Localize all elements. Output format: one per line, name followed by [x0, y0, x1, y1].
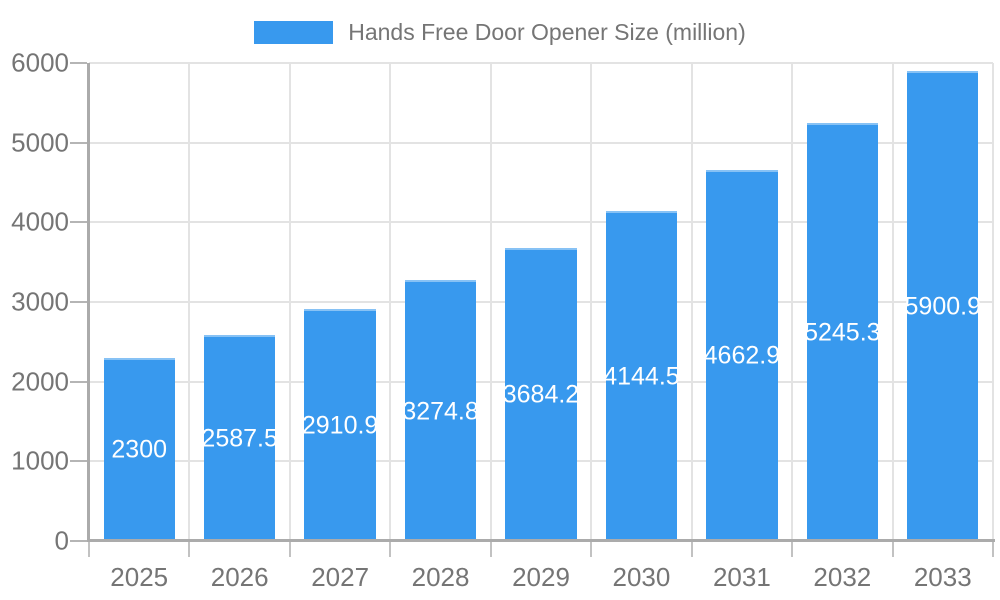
bar-value-label: 3274.8	[402, 397, 479, 426]
legend-label: Hands Free Door Opener Size (million)	[348, 19, 746, 45]
x-axis-tick	[992, 542, 994, 557]
bar-value-label: 5245.3	[804, 318, 881, 347]
bar[interactable]: 3274.8	[402, 280, 479, 541]
bar[interactable]: 5245.3	[804, 123, 881, 541]
gridline-horizontal	[89, 141, 993, 144]
bar-value-label: 4144.5	[603, 362, 680, 391]
x-tick-label: 2028	[411, 562, 470, 592]
gridline-horizontal	[89, 221, 993, 224]
x-tick-label: 2032	[813, 562, 872, 592]
bar-value-label: 2587.5	[201, 424, 278, 453]
gridline-vertical	[791, 63, 794, 541]
x-axis-line	[87, 539, 995, 542]
gridline-vertical	[590, 63, 593, 541]
bar[interactable]: 2910.9	[301, 309, 379, 541]
x-tick-label: 2025	[110, 562, 169, 592]
bar-value-label: 3684.2	[502, 380, 580, 409]
bar[interactable]: 3684.2	[502, 247, 580, 541]
plot-area: 0 1000 2000 3000 4000 5000 6000 2025 2300 2026 258…	[11, 48, 995, 592]
x-axis-tick	[590, 542, 593, 557]
gridline-vertical	[188, 63, 191, 541]
gridline-vertical	[489, 63, 492, 541]
x-axis-tick	[88, 542, 90, 557]
y-tick-label: 3000	[11, 286, 69, 317]
gridline-vertical	[389, 63, 392, 541]
gridline-vertical	[288, 63, 291, 541]
x-tick-label: 2029	[512, 562, 570, 592]
bar[interactable]: 4144.5	[603, 210, 680, 541]
x-tick-label: 2027	[311, 562, 370, 592]
bar[interactable]: 5900.9	[904, 70, 981, 541]
bar[interactable]: 2300	[103, 357, 175, 541]
bar[interactable]: 4662.9	[703, 169, 781, 541]
x-axis-tick	[288, 542, 291, 557]
legend: Hands Free Door Opener Size (million)	[0, 19, 1000, 46]
bar-value-label: 5900.9	[904, 292, 981, 321]
gridline-vertical	[690, 63, 693, 541]
gridline-horizontal	[89, 62, 993, 64]
bar-value-label: 2910.9	[301, 411, 379, 440]
y-tick-label: 5000	[11, 127, 69, 158]
y-axis-tick	[70, 221, 87, 224]
y-tick-label: 2000	[11, 366, 69, 397]
y-axis-tick	[70, 141, 87, 144]
y-axis-tick	[70, 62, 87, 64]
y-axis-tick	[70, 540, 87, 542]
y-axis-tick	[70, 301, 87, 303]
y-tick-label: 1000	[11, 445, 69, 476]
x-axis-tick	[891, 542, 894, 557]
x-tick-label: 2031	[712, 562, 771, 592]
x-tick-label: 2033	[913, 562, 972, 592]
y-axis-tick	[70, 460, 87, 463]
x-axis-tick	[791, 542, 794, 557]
y-axis-tick	[70, 380, 87, 383]
y-axis-line	[87, 63, 90, 542]
x-axis-tick	[389, 542, 392, 557]
y-tick-label: 0	[54, 525, 69, 556]
gridline-vertical	[992, 63, 994, 541]
y-tick-label: 6000	[11, 47, 69, 78]
legend-swatch	[254, 21, 334, 44]
y-tick-label: 4000	[11, 206, 69, 237]
x-tick-label: 2026	[210, 562, 269, 592]
bar-value-label: 4662.9	[703, 341, 781, 370]
gridline-vertical	[891, 63, 894, 541]
bar-value-label: 2300	[111, 435, 168, 464]
x-tick-label: 2030	[612, 562, 671, 592]
x-axis-tick	[489, 542, 492, 557]
x-axis-tick	[188, 542, 191, 557]
bar[interactable]: 2587.5	[201, 334, 278, 541]
x-axis-tick	[690, 542, 693, 557]
